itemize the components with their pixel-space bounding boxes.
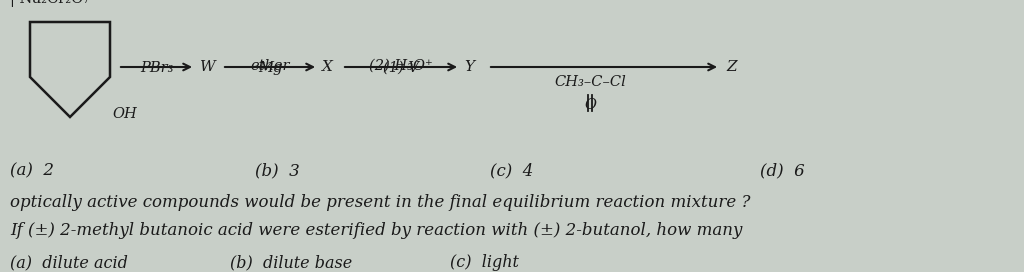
Text: (c)  4: (c) 4 <box>490 162 534 179</box>
Text: (2) H₃O⁺: (2) H₃O⁺ <box>369 59 433 73</box>
Text: (c)  light: (c) light <box>450 254 519 271</box>
Text: Y: Y <box>464 60 474 74</box>
Text: (b)  3: (b) 3 <box>255 162 300 179</box>
Text: (a)  dilute acid: (a) dilute acid <box>10 254 128 271</box>
Text: (b)  dilute base: (b) dilute base <box>230 254 352 271</box>
Text: W: W <box>200 60 216 74</box>
Text: O: O <box>584 98 596 112</box>
Text: If (±) 2-methyl butanoic acid were esterified by reaction with (±) 2-butanol, ho: If (±) 2-methyl butanoic acid were ester… <box>10 222 742 239</box>
Text: OH: OH <box>112 107 137 121</box>
Text: (1) V: (1) V <box>383 61 419 75</box>
Text: | Na₂Cr₂O₇: | Na₂Cr₂O₇ <box>10 0 89 7</box>
Text: X: X <box>322 60 333 74</box>
Text: Mg: Mg <box>258 61 283 75</box>
Text: PBr₃: PBr₃ <box>139 61 173 75</box>
Text: ether: ether <box>250 59 290 73</box>
Text: CH₃–C–Cl: CH₃–C–Cl <box>554 75 626 89</box>
Text: (d)  6: (d) 6 <box>760 162 805 179</box>
Text: (a)  2: (a) 2 <box>10 162 54 179</box>
Text: optically active compounds would be present in the final equilibrium reaction mi: optically active compounds would be pres… <box>10 194 751 211</box>
Text: Z: Z <box>726 60 736 74</box>
